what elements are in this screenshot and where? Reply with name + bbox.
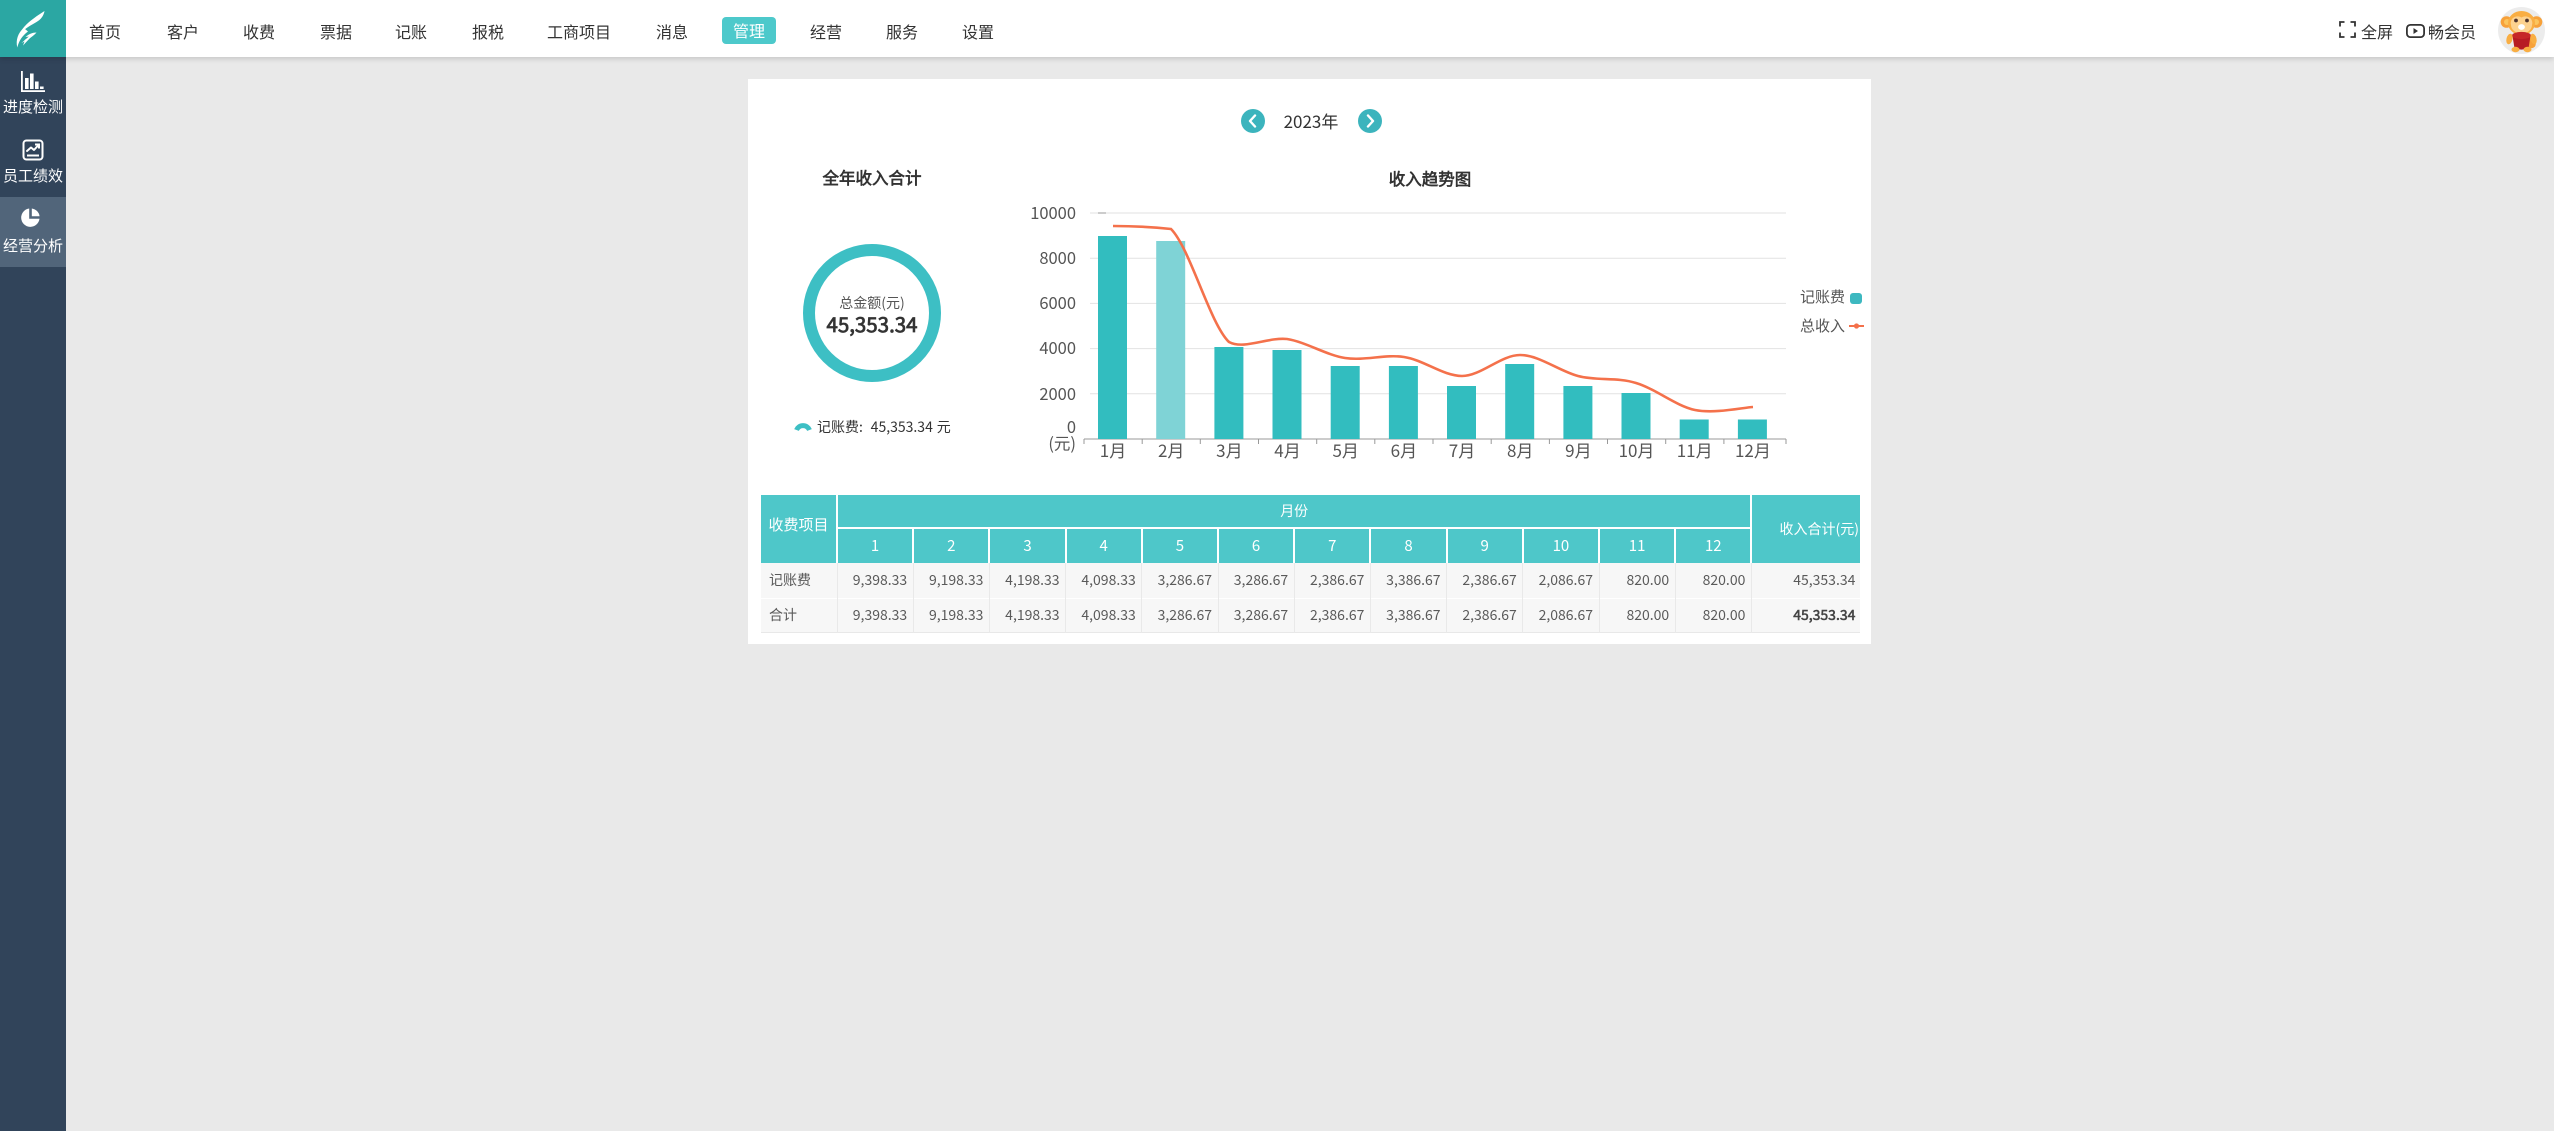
svg-text:12月: 12月 <box>1735 437 1771 462</box>
svg-text:(元): (元) <box>1048 431 1076 455</box>
svg-text:6月: 6月 <box>1391 437 1417 462</box>
svg-text:记账费: 记账费 <box>1800 286 1845 307</box>
svg-text:2000: 2000 <box>1039 381 1076 405</box>
svg-text:8000: 8000 <box>1039 245 1076 269</box>
svg-text:10000: 10000 <box>1030 200 1076 224</box>
svg-text:4月: 4月 <box>1274 437 1300 462</box>
svg-text:9月: 9月 <box>1565 437 1591 462</box>
svg-text:4000: 4000 <box>1039 335 1076 359</box>
svg-text:总收入: 总收入 <box>1800 315 1845 336</box>
svg-text:0: 0 <box>1067 414 1076 438</box>
svg-text:8月: 8月 <box>1507 437 1533 462</box>
svg-text:2月: 2月 <box>1158 437 1184 462</box>
svg-text:7月: 7月 <box>1449 437 1475 462</box>
svg-text:5月: 5月 <box>1332 437 1358 462</box>
svg-text:6000: 6000 <box>1039 290 1076 314</box>
svg-text:1月: 1月 <box>1100 437 1126 462</box>
svg-text:3月: 3月 <box>1216 437 1242 462</box>
svg-text:11月: 11月 <box>1677 437 1713 462</box>
svg-text:10月: 10月 <box>1619 437 1655 462</box>
